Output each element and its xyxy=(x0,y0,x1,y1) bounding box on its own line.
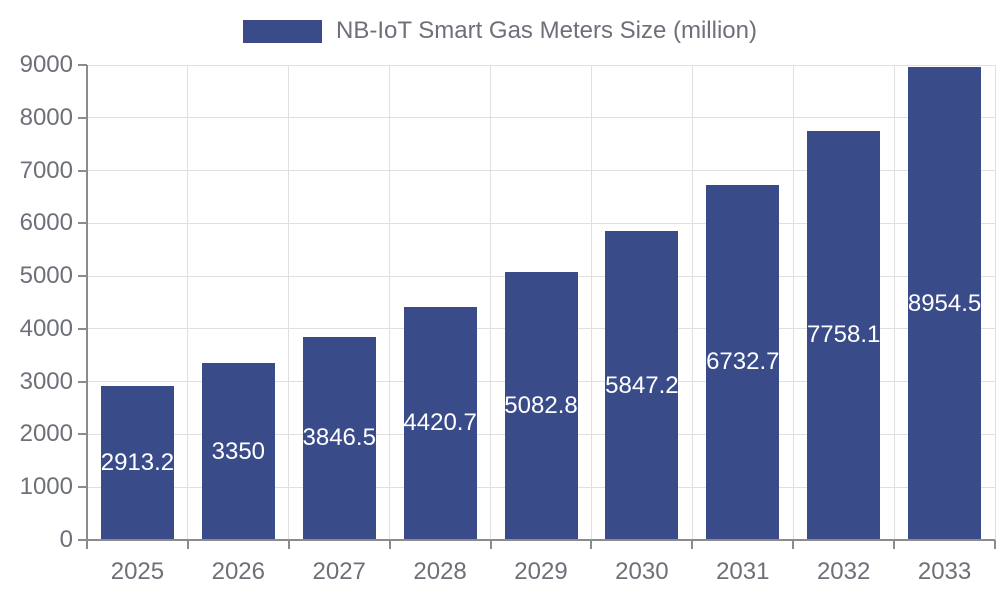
y-axis-tick-label: 8000 xyxy=(19,103,73,131)
x-axis-tick-label: 2031 xyxy=(716,558,770,585)
y-axis-tick xyxy=(78,275,87,278)
x-axis-tick xyxy=(792,540,795,549)
y-axis-tick-label: 2000 xyxy=(19,420,73,448)
v-gridline xyxy=(792,65,794,540)
bar-2028[interactable] xyxy=(403,306,477,540)
v-gridline xyxy=(389,65,391,540)
x-axis-tick xyxy=(388,540,391,549)
bar-2026[interactable] xyxy=(201,363,275,540)
y-axis-tick xyxy=(78,486,87,489)
y-axis-tick xyxy=(78,433,87,436)
x-axis-tick xyxy=(86,540,88,549)
legend-swatch-icon xyxy=(243,19,322,43)
h-gridline xyxy=(87,64,995,66)
v-gridline xyxy=(893,65,895,540)
x-axis-line xyxy=(78,539,995,541)
h-gridline xyxy=(87,222,995,224)
v-gridline xyxy=(994,65,996,540)
x-axis-tick-label: 2025 xyxy=(110,558,165,585)
y-axis-tick-label: 5000 xyxy=(19,262,73,290)
h-gridline xyxy=(87,117,995,119)
v-gridline xyxy=(288,65,290,540)
y-axis-tick xyxy=(78,539,87,541)
v-gridline xyxy=(590,65,592,540)
v-gridline xyxy=(691,65,693,540)
x-axis-tick xyxy=(590,540,593,549)
bar-2029[interactable] xyxy=(504,271,578,540)
x-axis-tick-label: 2029 xyxy=(514,558,568,585)
x-axis-tick-label: 2026 xyxy=(211,558,265,585)
y-axis-tick-label: 7000 xyxy=(19,156,73,184)
y-axis-tick xyxy=(78,169,87,172)
y-axis-tick xyxy=(78,116,87,119)
x-axis-tick-label: 2030 xyxy=(615,558,669,585)
y-axis-tick xyxy=(78,380,87,383)
bar-2027[interactable] xyxy=(302,337,376,540)
x-axis-tick-label: 2028 xyxy=(413,558,467,585)
x-axis-tick xyxy=(489,540,492,549)
y-axis-tick xyxy=(78,327,87,330)
v-gridline xyxy=(187,65,189,540)
bar-2025[interactable] xyxy=(100,386,174,540)
x-axis-tick xyxy=(994,540,996,549)
x-axis-tick-label: 2027 xyxy=(312,558,366,585)
x-axis-tick-label: 2033 xyxy=(917,558,972,585)
y-axis-line xyxy=(86,65,88,540)
y-axis-tick-label: 0 xyxy=(59,526,73,553)
x-axis-tick xyxy=(691,540,694,549)
y-axis-tick-label: 1000 xyxy=(19,473,73,501)
x-axis-tick xyxy=(287,540,290,549)
legend[interactable]: NB-IoT Smart Gas Meters Size (million) xyxy=(0,17,1000,45)
x-axis-tick xyxy=(893,540,896,549)
y-axis-tick-label: 9000 xyxy=(19,51,73,78)
y-axis-tick-label: 4000 xyxy=(19,314,73,342)
x-axis-tick-label: 2032 xyxy=(816,558,871,585)
bar-2030[interactable] xyxy=(605,231,679,540)
plot-area: 0 1000 2000 3000 4000 5000 6000 7000 8000 9000 291… xyxy=(20,52,996,585)
bar-2031[interactable] xyxy=(706,184,780,540)
bar-2033[interactable] xyxy=(908,67,982,540)
y-axis-tick xyxy=(78,64,87,66)
y-axis-tick-label: 3000 xyxy=(19,367,73,395)
x-axis-tick xyxy=(186,540,189,549)
v-gridline xyxy=(490,65,492,540)
y-axis-tick xyxy=(78,222,87,225)
h-gridline xyxy=(87,170,995,172)
legend-label: NB-IoT Smart Gas Meters Size (million) xyxy=(336,17,757,44)
bar-2032[interactable] xyxy=(807,130,881,540)
y-axis-tick-label: 6000 xyxy=(19,209,73,237)
